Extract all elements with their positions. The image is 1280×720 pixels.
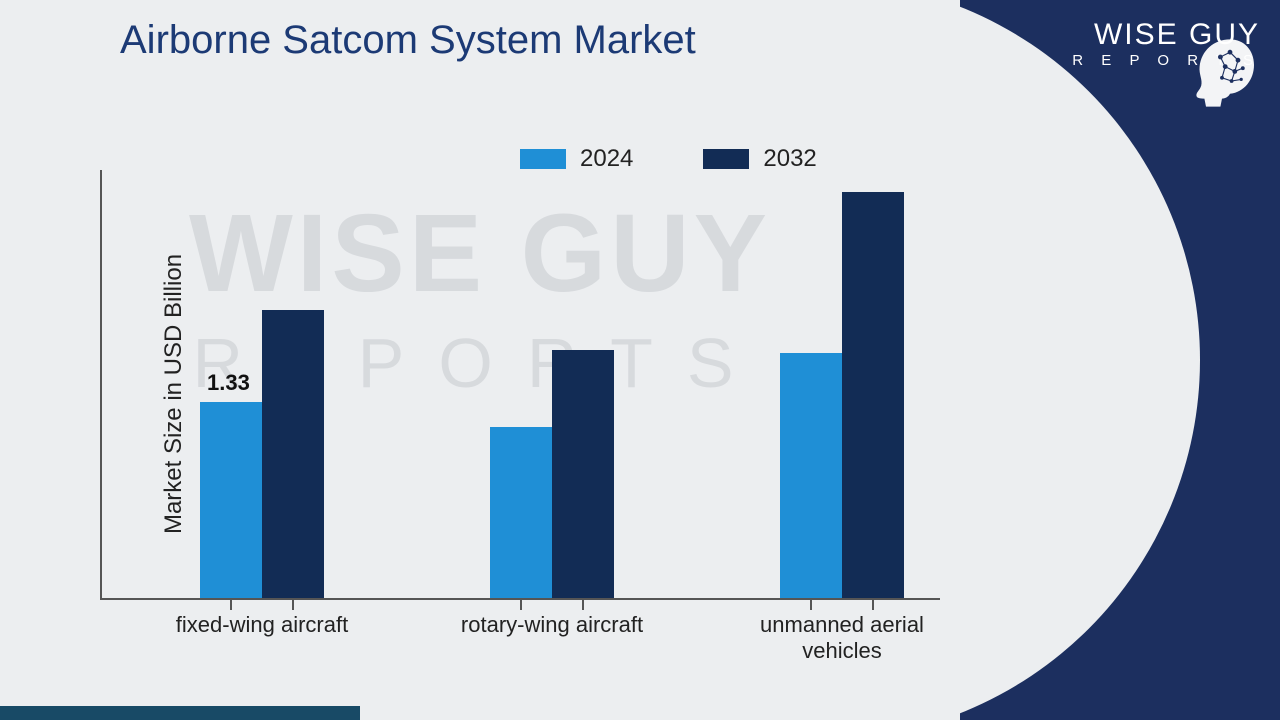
axis-tick bbox=[582, 600, 584, 610]
chart-title: Airborne Satcom System Market bbox=[120, 18, 696, 63]
brain-head-icon bbox=[1182, 33, 1262, 113]
legend-label-2024: 2024 bbox=[580, 145, 633, 173]
bar bbox=[262, 310, 324, 598]
legend-swatch-2032 bbox=[703, 149, 749, 169]
axis-tick bbox=[520, 600, 522, 610]
axis-tick bbox=[872, 600, 874, 610]
bar-chart: 1.33fixed-wing aircraftrotary-wing aircr… bbox=[100, 170, 940, 600]
bar-value-label: 1.33 bbox=[207, 370, 250, 396]
legend: 2024 2032 bbox=[520, 145, 817, 173]
category-label: unmanned aerial vehicles bbox=[732, 612, 952, 665]
axis-tick bbox=[292, 600, 294, 610]
axis-tick bbox=[230, 600, 232, 610]
bar bbox=[842, 192, 904, 598]
y-axis bbox=[100, 170, 102, 600]
legend-swatch-2024 bbox=[520, 149, 566, 169]
category-label: rotary-wing aircraft bbox=[442, 612, 662, 638]
legend-label-2032: 2032 bbox=[763, 145, 816, 173]
bottom-accent-bar bbox=[0, 706, 360, 720]
brand-logo: WISE GUY R E P O R T S bbox=[1072, 18, 1260, 69]
bar bbox=[780, 353, 842, 598]
axis-tick bbox=[810, 600, 812, 610]
legend-item-2032: 2032 bbox=[703, 145, 816, 173]
bar bbox=[552, 350, 614, 598]
legend-item-2024: 2024 bbox=[520, 145, 633, 173]
bar bbox=[490, 427, 552, 598]
stage: WISE GUY REPORTS WISE GUY R E P O R T S … bbox=[0, 0, 1280, 720]
category-label: fixed-wing aircraft bbox=[152, 612, 372, 638]
bar bbox=[200, 402, 262, 598]
